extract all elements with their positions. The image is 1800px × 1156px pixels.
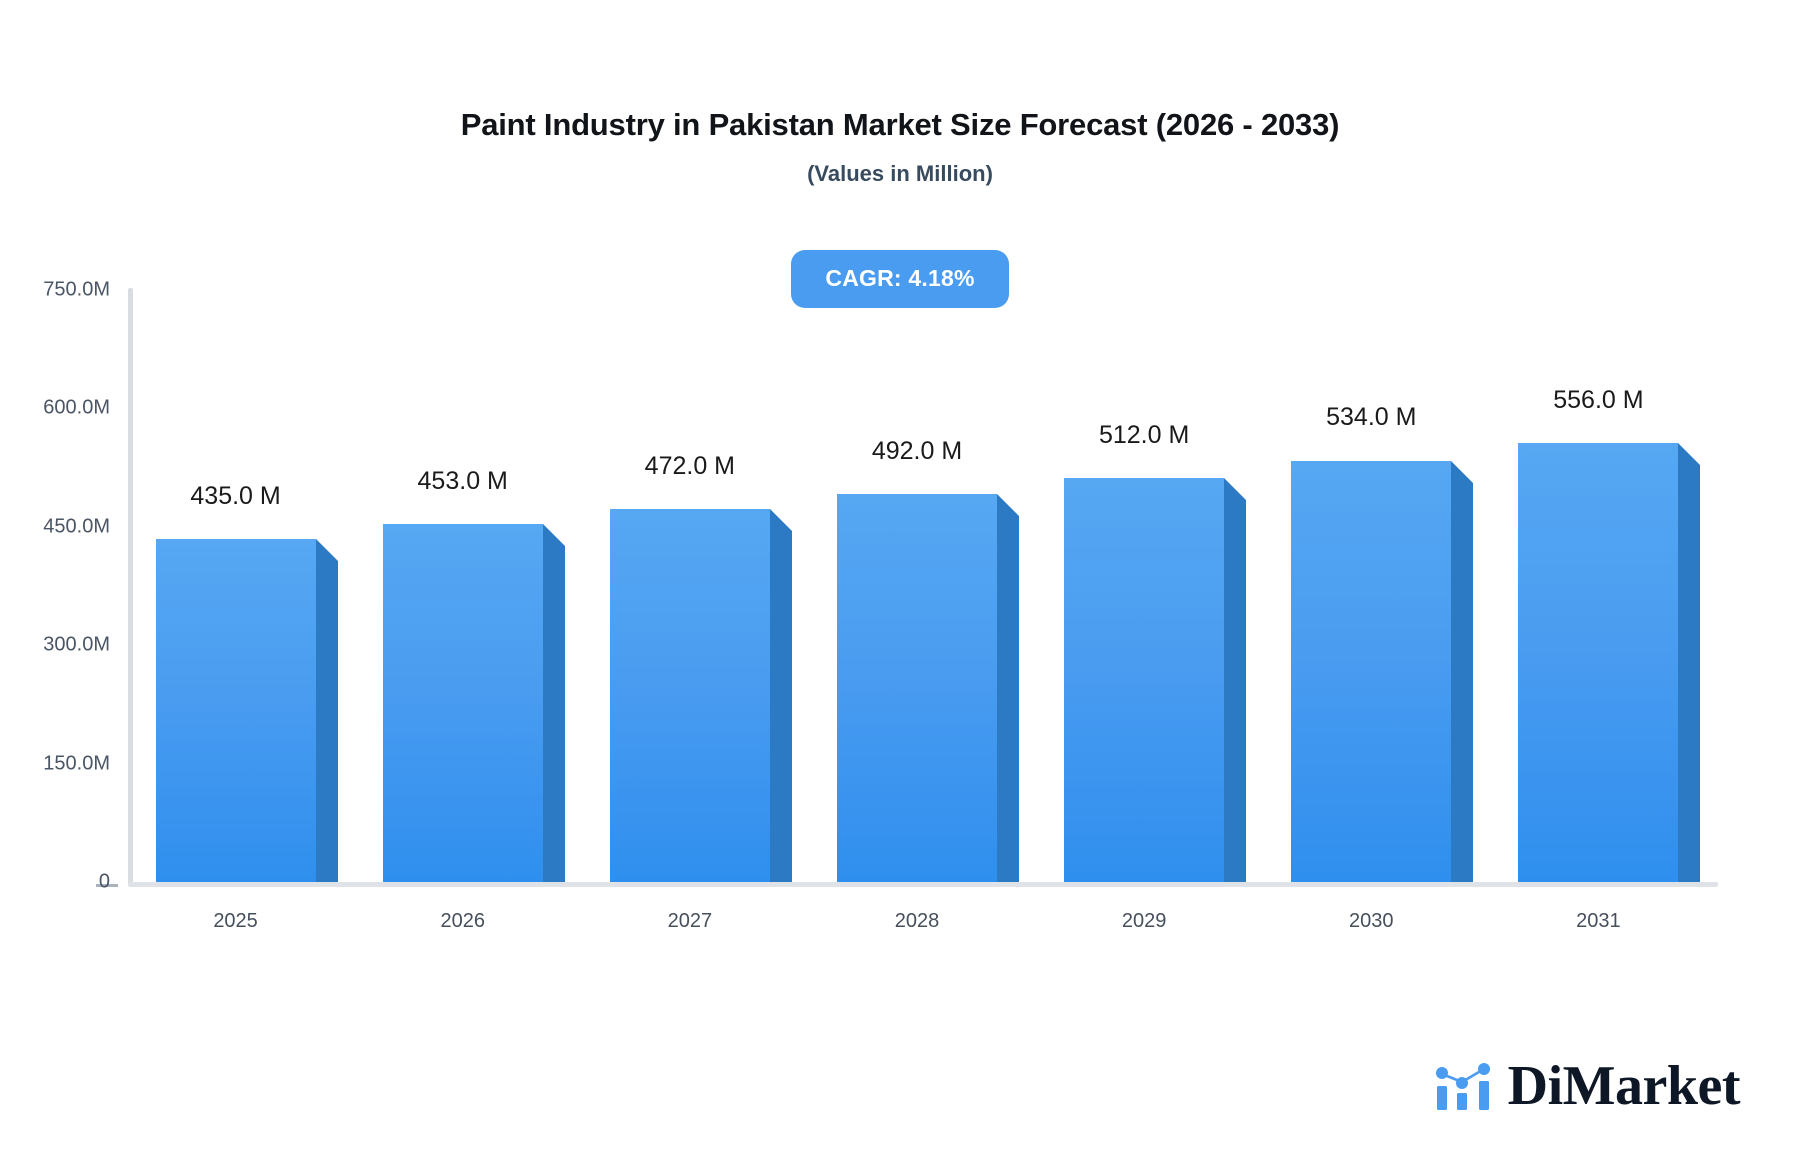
y-axis-line [128,288,133,885]
bar-side-face [1451,482,1474,882]
bar-2029[interactable] [1064,477,1247,882]
bar-front-face [609,509,770,882]
bar-top-face [1224,477,1247,500]
y-axis-labels: 0 150.0M 300.0M 450.0M 600.0M 750.0M [0,0,110,1156]
x-axis-tick-label: 2030 [1349,910,1394,932]
y-axis-tick-label: 150.0M [43,752,110,775]
x-axis-tick-label: 2031 [1576,910,1621,932]
bar-top-face [1678,443,1701,466]
x-axis-tick-label: 2028 [894,910,940,932]
logo-text: DiMarket [1507,1055,1741,1117]
bar-front-face [1291,460,1452,882]
bar-front-face [382,524,543,882]
bar-side-face [769,531,792,882]
bar-front-face [155,538,316,882]
x-axis-tick-label: 2025 [213,910,258,932]
chart-subtitle: (Values in Million) [807,161,993,187]
cagr-badge-container: CAGR: 4.18% [0,250,1800,308]
bar-2027[interactable] [609,509,792,882]
x-axis-line [128,882,1718,887]
y-axis-zero-tick [96,884,118,887]
x-axis-tick-label: 2027 [667,910,713,932]
bar-value-label: 556.0 M [1553,386,1644,415]
bar-front-face [837,493,997,882]
bar-side-face [1678,465,1701,882]
bar-side-face [542,546,565,882]
dimarket-logo: DiMarket [1434,1055,1741,1117]
y-axis-tick-label: 300.0M [43,633,110,656]
page-title: Paint Industry in Pakistan Market Size F… [460,107,1340,142]
cagr-badge: CAGR: 4.18% [791,250,1009,308]
y-axis-tick-label: 600.0M [43,396,110,419]
chart-header: Paint Industry in Pakistan Market Size F… [0,0,1800,186]
bar-chart-logo-icon [1435,1063,1490,1110]
bar-value-label: 534.0 M [1326,403,1417,432]
bar-front-face [1518,443,1679,882]
bar-top-face [542,524,565,547]
x-axis-tick-label: 2029 [1121,910,1167,932]
bar-value-label: 435.0 M [190,481,281,510]
bar-side-face [315,560,338,882]
x-axis-tick-label: 2026 [440,910,485,932]
bar-2030[interactable] [1291,460,1474,882]
bar-2026[interactable] [382,524,565,882]
y-axis-tick-label: 450.0M [43,515,110,538]
y-axis-tick-label: 750.0M [43,278,110,301]
bar-2028[interactable] [837,493,1019,882]
bar-2025[interactable] [155,538,338,882]
bar-top-face [997,493,1019,516]
y-axis-tick-label: 0 [98,870,110,893]
bar-side-face [1224,499,1247,882]
bar-value-label: 472.0 M [644,452,736,481]
bar-value-label: 512.0 M [1098,420,1190,449]
bar-2031[interactable] [1518,443,1701,882]
bar-top-face [769,509,792,532]
bar-top-face [1451,460,1474,483]
bar-side-face [997,515,1019,882]
bar-front-face [1064,477,1225,882]
bar-top-face [315,538,338,561]
bar-series: 435.0 M 2025 453.0 M 2026 472.0 M 2027 492.0 M… [133,0,1723,1156]
bar-value-label: 492.0 M [871,436,963,465]
bar-value-label: 453.0 M [417,467,508,496]
